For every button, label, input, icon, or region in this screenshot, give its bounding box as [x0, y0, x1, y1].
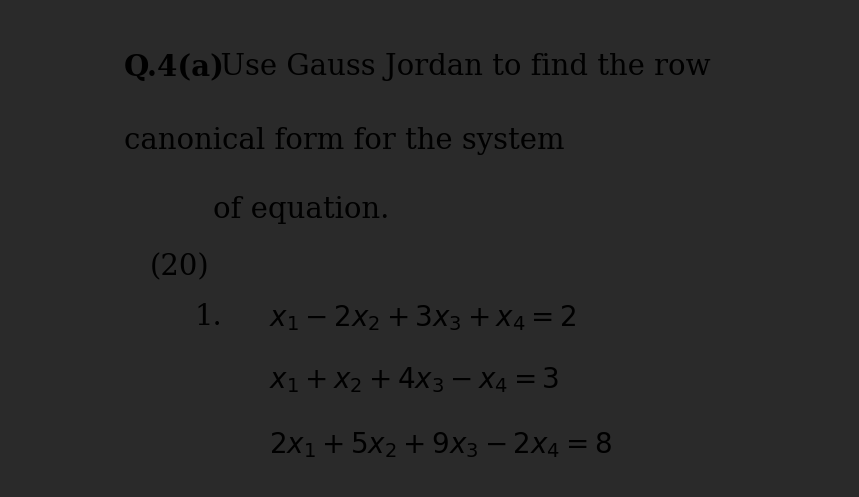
Text: Q.4(a): Q.4(a)	[124, 53, 225, 82]
Text: of equation.: of equation.	[213, 196, 389, 224]
Text: (20): (20)	[149, 253, 210, 281]
Text: canonical form for the system: canonical form for the system	[124, 127, 564, 155]
Text: 1.: 1.	[194, 303, 222, 331]
Text: $2x_1+5x_2+9x_3 - 2x_4 = 8$: $2x_1+5x_2+9x_3 - 2x_4 = 8$	[269, 430, 612, 460]
Text: $x_1 + x_2 + 4x_3 - x_4 = 3$: $x_1 + x_2 + 4x_3 - x_4 = 3$	[269, 365, 559, 395]
Text: $x_1 - 2x_2 + 3x_3 + x_4 = 2$: $x_1 - 2x_2 + 3x_3 + x_4 = 2$	[269, 303, 576, 333]
Text: Use Gauss Jordan to find the row: Use Gauss Jordan to find the row	[202, 53, 710, 81]
